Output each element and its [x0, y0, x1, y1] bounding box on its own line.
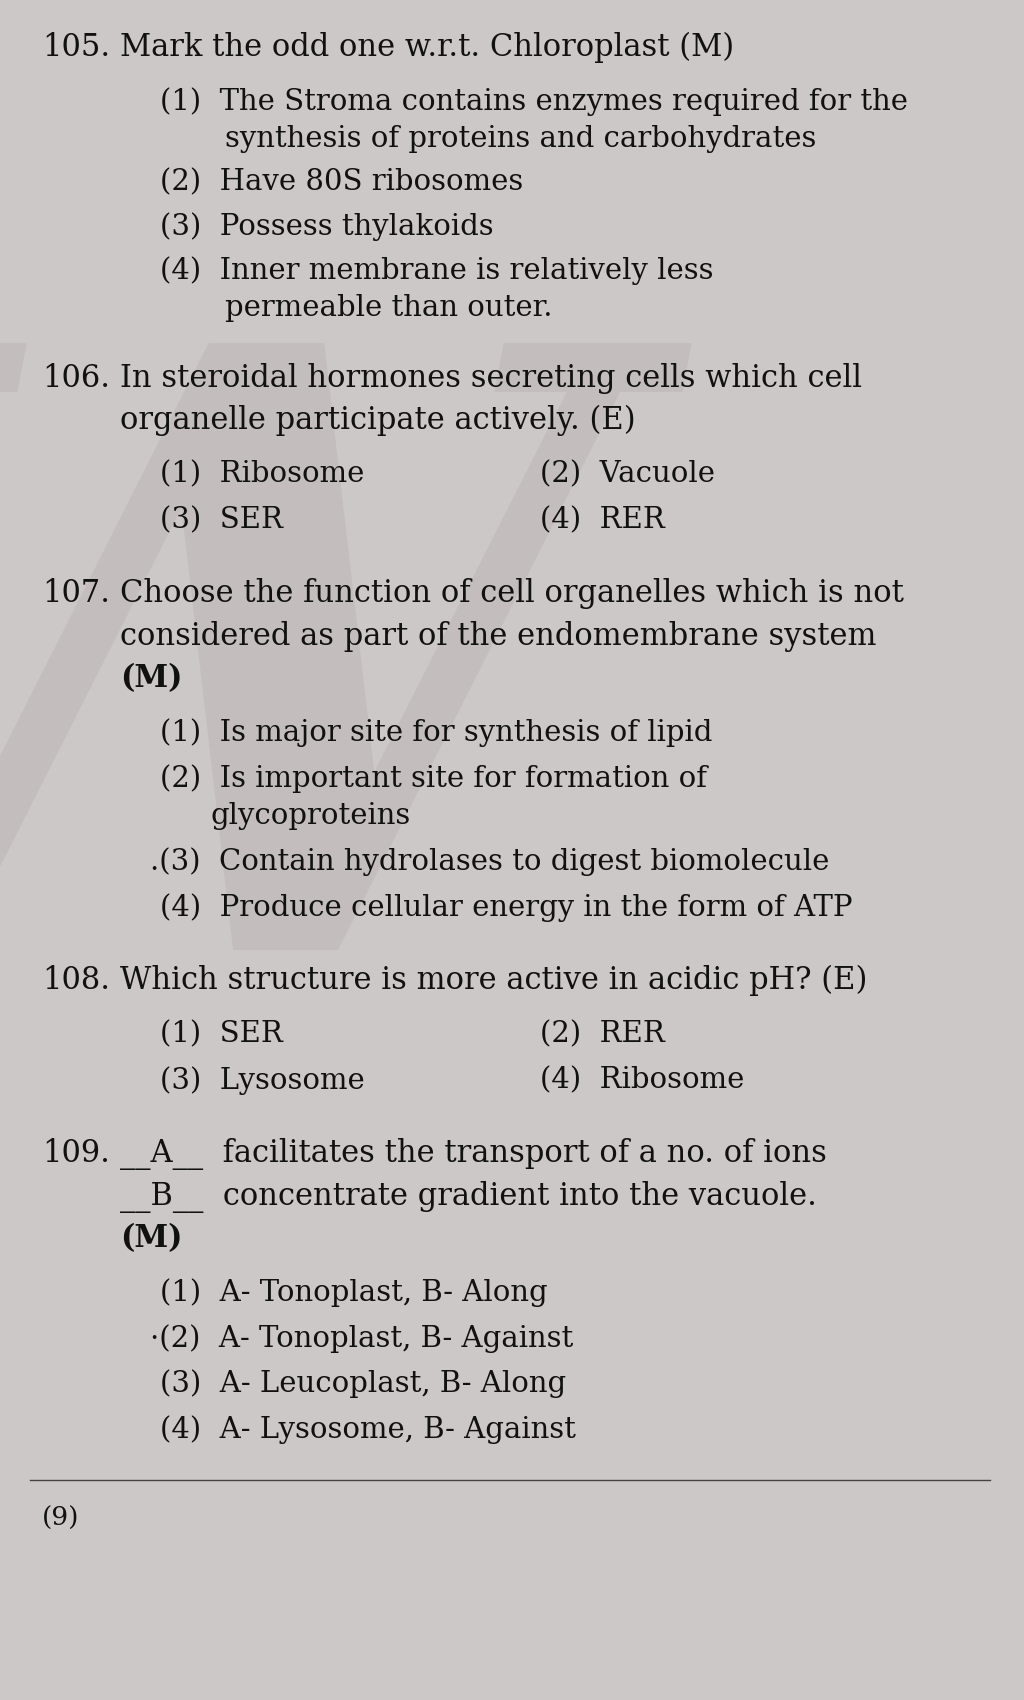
Text: (3)  Possess thylakoids: (3) Possess thylakoids — [160, 212, 494, 241]
Text: (3)  Lysosome: (3) Lysosome — [160, 1066, 365, 1095]
Text: Mark the odd one w.r.t. Chloroplast (M): Mark the odd one w.r.t. Chloroplast (M) — [120, 32, 734, 63]
Text: (2)  RER: (2) RER — [540, 1020, 665, 1049]
Text: (4)  Ribosome: (4) Ribosome — [540, 1066, 744, 1095]
Text: (9): (9) — [42, 1506, 80, 1532]
Text: (M): (M) — [120, 663, 182, 694]
Text: (4)  Produce cellular energy in the form of ATP: (4) Produce cellular energy in the form … — [160, 892, 853, 921]
Text: (1)  SER: (1) SER — [160, 1020, 283, 1049]
Text: glycoproteins: glycoproteins — [210, 802, 411, 830]
Text: In steroidal hormones secreting cells which cell: In steroidal hormones secreting cells wh… — [120, 362, 862, 394]
Text: (3)  A- Leucoplast, B- Along: (3) A- Leucoplast, B- Along — [160, 1370, 566, 1399]
Text: ·(2)  A- Tonoplast, B- Against: ·(2) A- Tonoplast, B- Against — [150, 1324, 573, 1353]
Text: __B__  concentrate gradient into the vacuole.: __B__ concentrate gradient into the vacu… — [120, 1182, 817, 1212]
Text: (4)  Inner membrane is relatively less: (4) Inner membrane is relatively less — [160, 257, 714, 286]
Text: (2)  Have 80S ribosomes: (2) Have 80S ribosomes — [160, 168, 523, 197]
Text: 108.: 108. — [42, 966, 110, 996]
Text: 107.: 107. — [42, 578, 110, 609]
Text: synthesis of proteins and carbohydrates: synthesis of proteins and carbohydrates — [225, 126, 816, 153]
Text: (1)  Is major site for synthesis of lipid: (1) Is major site for synthesis of lipid — [160, 719, 713, 746]
Text: (3)  SER: (3) SER — [160, 507, 283, 534]
Text: (2)  Vacuole: (2) Vacuole — [540, 461, 715, 488]
Text: .(3)  Contain hydrolases to digest biomolecule: .(3) Contain hydrolases to digest biomol… — [150, 848, 829, 876]
Text: (4)  A- Lysosome, B- Against: (4) A- Lysosome, B- Against — [160, 1414, 575, 1443]
Text: Which structure is more active in acidic pH? (E): Which structure is more active in acidic… — [120, 966, 867, 996]
Text: considered as part of the endomembrane system: considered as part of the endomembrane s… — [120, 620, 877, 651]
Text: (1)  The Stroma contains enzymes required for the: (1) The Stroma contains enzymes required… — [160, 87, 908, 116]
Text: Choose the function of cell organelles which is not: Choose the function of cell organelles w… — [120, 578, 904, 609]
Text: 105.: 105. — [42, 32, 111, 63]
Text: __A__  facilitates the transport of a no. of ions: __A__ facilitates the transport of a no.… — [120, 1139, 826, 1170]
Text: (2)  Is important site for formation of: (2) Is important site for formation of — [160, 763, 707, 792]
Text: 106.: 106. — [42, 362, 110, 394]
Text: organelle participate actively. (E): organelle participate actively. (E) — [120, 405, 636, 437]
Text: W: W — [0, 316, 623, 1124]
Text: (4)  RER: (4) RER — [540, 507, 665, 534]
Text: (M): (M) — [120, 1224, 182, 1255]
Text: (1)  A- Tonoplast, B- Along: (1) A- Tonoplast, B- Along — [160, 1278, 548, 1307]
Text: permeable than outer.: permeable than outer. — [225, 294, 553, 323]
Text: (1)  Ribosome: (1) Ribosome — [160, 461, 365, 488]
Text: 109.: 109. — [42, 1139, 110, 1170]
